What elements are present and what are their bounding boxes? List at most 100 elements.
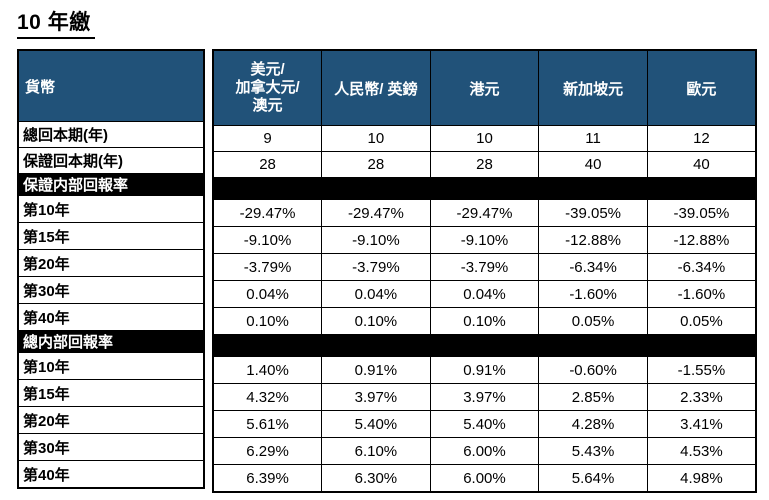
table-row: 第30年	[17, 276, 205, 304]
section-divider	[212, 177, 757, 200]
column-header-usd-cad-aud: 美元/ 加拿大元/ 澳元	[212, 49, 323, 126]
value-cell: 0.05%	[646, 307, 757, 335]
section-title: 總内部回報率	[17, 330, 205, 353]
table-row: 6.39% 6.30% 6.00% 5.64% 4.98%	[212, 464, 757, 493]
value-cell: -6.34%	[646, 253, 757, 281]
row-label: 第15年	[17, 379, 205, 407]
row-label: 第30年	[17, 433, 205, 461]
value-cell: 4.32%	[212, 383, 323, 411]
row-label: 第15年	[17, 222, 205, 250]
row-label: 第40年	[17, 460, 205, 489]
value-cell: -12.88%	[646, 226, 757, 254]
value-cell: 5.43%	[538, 437, 648, 465]
table-row: 第20年	[17, 406, 205, 434]
value-cell: -29.47%	[429, 199, 540, 227]
value-cell: 2.33%	[646, 383, 757, 411]
table-row: 總回本期(年)	[17, 121, 205, 148]
table-row: 0.10% 0.10% 0.10% 0.05% 0.05%	[212, 307, 757, 335]
value-cell: 0.91%	[429, 356, 540, 384]
value-cell: 10	[429, 125, 540, 152]
value-cell: -12.88%	[538, 226, 648, 254]
row-label: 總回本期(年)	[17, 121, 205, 148]
value-cell: 5.40%	[429, 410, 540, 438]
value-cell: 12	[646, 125, 757, 152]
value-cell: 0.91%	[321, 356, 431, 384]
value-cell: 5.61%	[212, 410, 323, 438]
value-cell: 0.04%	[429, 280, 540, 308]
value-cell: -6.34%	[538, 253, 648, 281]
row-label: 第40年	[17, 303, 205, 331]
value-cell: -3.79%	[321, 253, 431, 281]
column-header-rmb-gbp: 人民幣/ 英鎊	[321, 49, 431, 126]
row-label: 保證回本期(年)	[17, 147, 205, 174]
table-row: 第30年	[17, 433, 205, 461]
column-header-hkd: 港元	[429, 49, 540, 126]
value-cell: 28	[212, 151, 323, 178]
value-cell: 5.40%	[321, 410, 431, 438]
value-cell: 40	[538, 151, 648, 178]
value-cell: 0.05%	[538, 307, 648, 335]
table-row: 第20年	[17, 249, 205, 277]
value-cell: 6.30%	[321, 464, 431, 493]
row-label: 第20年	[17, 249, 205, 277]
value-cell: 2.85%	[538, 383, 648, 411]
value-cell: 1.40%	[212, 356, 323, 384]
value-cell: -9.10%	[212, 226, 323, 254]
value-cell: -1.60%	[538, 280, 648, 308]
value-cell: -3.79%	[429, 253, 540, 281]
value-cell: 28	[429, 151, 540, 178]
value-cell: 0.10%	[212, 307, 323, 335]
section-header-row	[212, 334, 757, 357]
section-title: 保證内部回報率	[17, 173, 205, 196]
value-cell: 0.04%	[321, 280, 431, 308]
value-cell: 4.98%	[646, 464, 757, 493]
column-header-sgd: 新加坡元	[538, 49, 648, 126]
section-header-row	[212, 177, 757, 200]
value-cell: 11	[538, 125, 648, 152]
value-cell: 3.97%	[321, 383, 431, 411]
table-row: 第15年	[17, 222, 205, 250]
row-label: 第10年	[17, 195, 205, 223]
value-cell: -0.60%	[538, 356, 648, 384]
table-row: 第15年	[17, 379, 205, 407]
value-cell: 3.97%	[429, 383, 540, 411]
value-cell: -39.05%	[646, 199, 757, 227]
page-title: 10 年繳	[17, 6, 95, 39]
irr-comparison-table: 貨幣 總回本期(年) 保證回本期(年) 保證内部回報率 第10年 第15年 第2…	[17, 49, 757, 493]
value-cell: 6.00%	[429, 464, 540, 493]
value-cell: 10	[321, 125, 431, 152]
column-header-eur: 歐元	[646, 49, 757, 126]
value-cell: -1.60%	[646, 280, 757, 308]
table-row: 1.40% 0.91% 0.91% -0.60% -1.55%	[212, 356, 757, 384]
table-row: 第40年	[17, 460, 205, 489]
table-header-row: 美元/ 加拿大元/ 澳元 人民幣/ 英鎊 港元 新加坡元 歐元	[212, 49, 757, 126]
value-cell: 28	[321, 151, 431, 178]
currency-header-cell: 貨幣	[17, 49, 205, 122]
value-cell: 4.53%	[646, 437, 757, 465]
value-cell: -1.55%	[646, 356, 757, 384]
table-row: 第10年	[17, 195, 205, 223]
value-cell: -29.47%	[321, 199, 431, 227]
table-row: 6.29% 6.10% 6.00% 5.43% 4.53%	[212, 437, 757, 465]
row-label: 第30年	[17, 276, 205, 304]
value-cell: -9.10%	[429, 226, 540, 254]
value-cell: -39.05%	[538, 199, 648, 227]
value-cell: -9.10%	[321, 226, 431, 254]
value-cell: 5.64%	[538, 464, 648, 493]
table-row: 第40年	[17, 303, 205, 331]
value-cell: 4.28%	[538, 410, 648, 438]
label-column-table: 貨幣 總回本期(年) 保證回本期(年) 保證内部回報率 第10年 第15年 第2…	[17, 49, 205, 489]
value-cell: 6.10%	[321, 437, 431, 465]
value-cell: 0.04%	[212, 280, 323, 308]
row-label: 第10年	[17, 352, 205, 380]
table-row: 0.04% 0.04% 0.04% -1.60% -1.60%	[212, 280, 757, 308]
value-cell: 0.10%	[321, 307, 431, 335]
value-cell: 3.41%	[646, 410, 757, 438]
row-label: 第20年	[17, 406, 205, 434]
table-row: -3.79% -3.79% -3.79% -6.34% -6.34%	[212, 253, 757, 281]
value-cell: 6.00%	[429, 437, 540, 465]
table-row: -29.47% -29.47% -29.47% -39.05% -39.05%	[212, 199, 757, 227]
value-cell: -3.79%	[212, 253, 323, 281]
section-header-row: 保證内部回報率	[17, 173, 205, 196]
